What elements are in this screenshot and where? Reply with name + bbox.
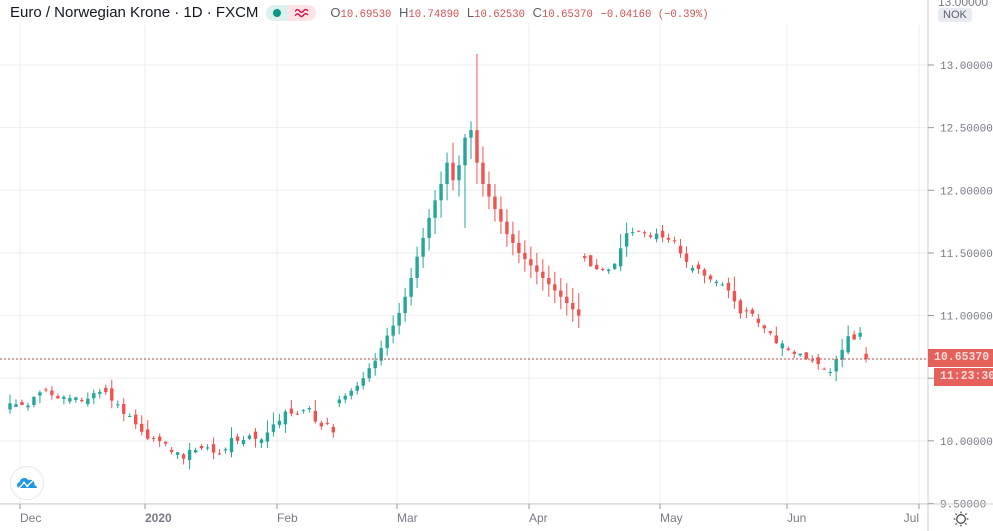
svg-text:11.00000: 11.00000 xyxy=(940,312,993,324)
svg-text:10.00000: 10.00000 xyxy=(940,437,993,449)
svg-text:12.00000: 12.00000 xyxy=(940,186,993,198)
svg-text:Dec: Dec xyxy=(20,511,41,525)
svg-text:Mar: Mar xyxy=(397,511,418,525)
svg-text:11.50000: 11.50000 xyxy=(940,249,993,261)
svg-text:Jul: Jul xyxy=(904,511,919,525)
svg-text:2020: 2020 xyxy=(145,511,172,525)
svg-text:Jun: Jun xyxy=(787,511,806,525)
svg-text:12.50000: 12.50000 xyxy=(940,124,993,136)
svg-text:Apr: Apr xyxy=(529,511,548,525)
svg-text:13.00000: 13.00000 xyxy=(940,61,993,73)
svg-text:Feb: Feb xyxy=(277,511,298,525)
svg-text:May: May xyxy=(660,511,683,525)
svg-text:9.50000: 9.50000 xyxy=(940,500,986,512)
